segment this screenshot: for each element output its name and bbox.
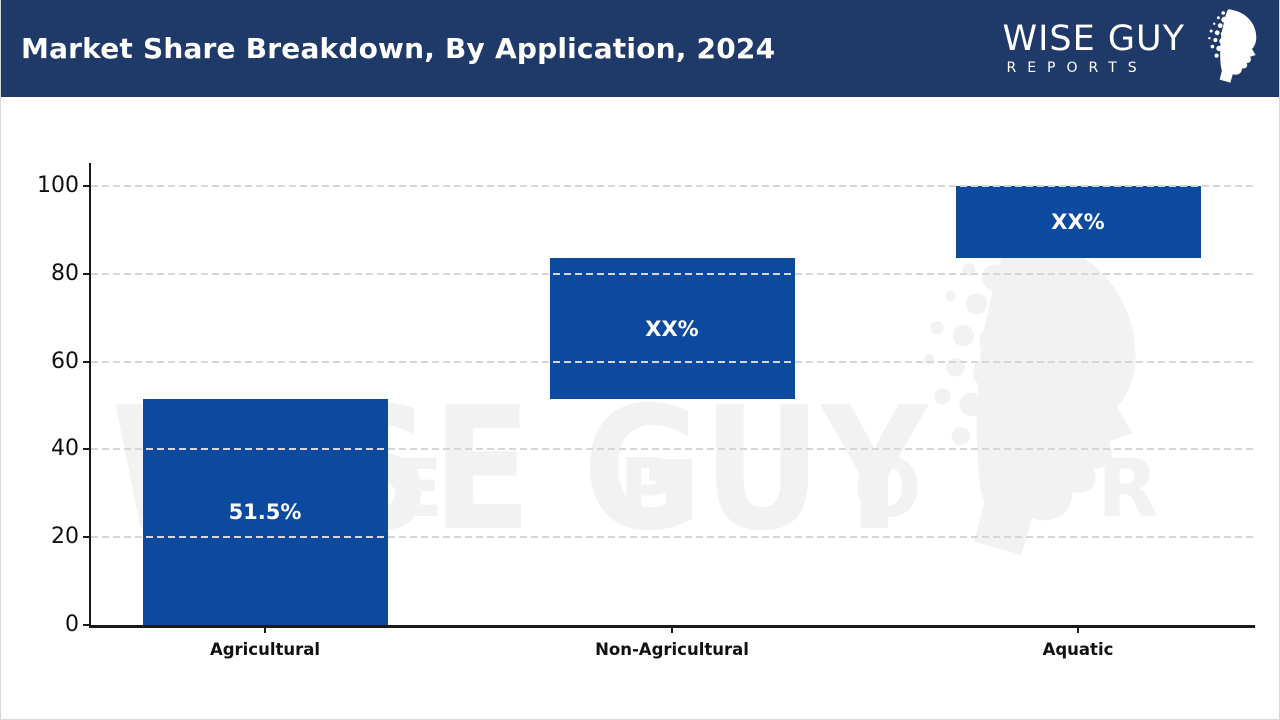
bar-value-label: 51.5%: [228, 499, 302, 524]
y-tick-label: 40: [51, 436, 79, 462]
x-axis-label: Agricultural: [209, 640, 321, 659]
logo-text: WISE GUY REPORTS: [1002, 19, 1185, 76]
y-tick: [83, 360, 91, 363]
gridline: [91, 360, 1254, 363]
x-tick: [1077, 625, 1079, 633]
gridline: [91, 185, 1254, 187]
bar-value-label: XX%: [1051, 210, 1105, 235]
y-tick: [83, 448, 91, 451]
x-tick: [264, 625, 266, 633]
y-tick-label: 20: [51, 524, 79, 550]
chart-area: WISE GUY R E P O R T S 02040608010051.5%…: [1, 97, 1279, 719]
y-tick: [83, 272, 91, 275]
x-tick: [671, 625, 673, 633]
y-tick-label: 60: [51, 348, 79, 374]
gridline: [91, 272, 1254, 275]
y-tick-label: 0: [65, 612, 79, 637]
gridline: [91, 536, 1254, 539]
x-axis-spine: [89, 625, 1255, 628]
y-axis-spine: [89, 163, 91, 628]
head-profile-icon: [1208, 8, 1257, 83]
y-tick-label: 80: [51, 260, 79, 286]
bar: XX%: [549, 258, 795, 399]
x-axis-label: Aquatic: [1042, 640, 1114, 659]
x-axis-label: Non-Agricultural: [595, 640, 749, 659]
logo-subtitle: REPORTS: [1006, 60, 1148, 76]
header-bar: Market Share Breakdown, By Application, …: [1, 0, 1279, 97]
page-title: Market Share Breakdown, By Application, …: [21, 32, 776, 65]
bar: XX%: [955, 186, 1201, 259]
bar: 51.5%: [142, 398, 388, 625]
gridline: [91, 448, 1254, 451]
y-tick: [83, 624, 91, 626]
y-tick: [83, 185, 91, 187]
wise-guy-reports-logo: WISE GUY REPORTS: [1002, 7, 1279, 91]
y-tick-label: 100: [37, 173, 79, 198]
logo-wordmark: WISE GUY: [1002, 19, 1185, 59]
y-tick: [83, 536, 91, 539]
bar-value-label: XX%: [645, 316, 699, 341]
